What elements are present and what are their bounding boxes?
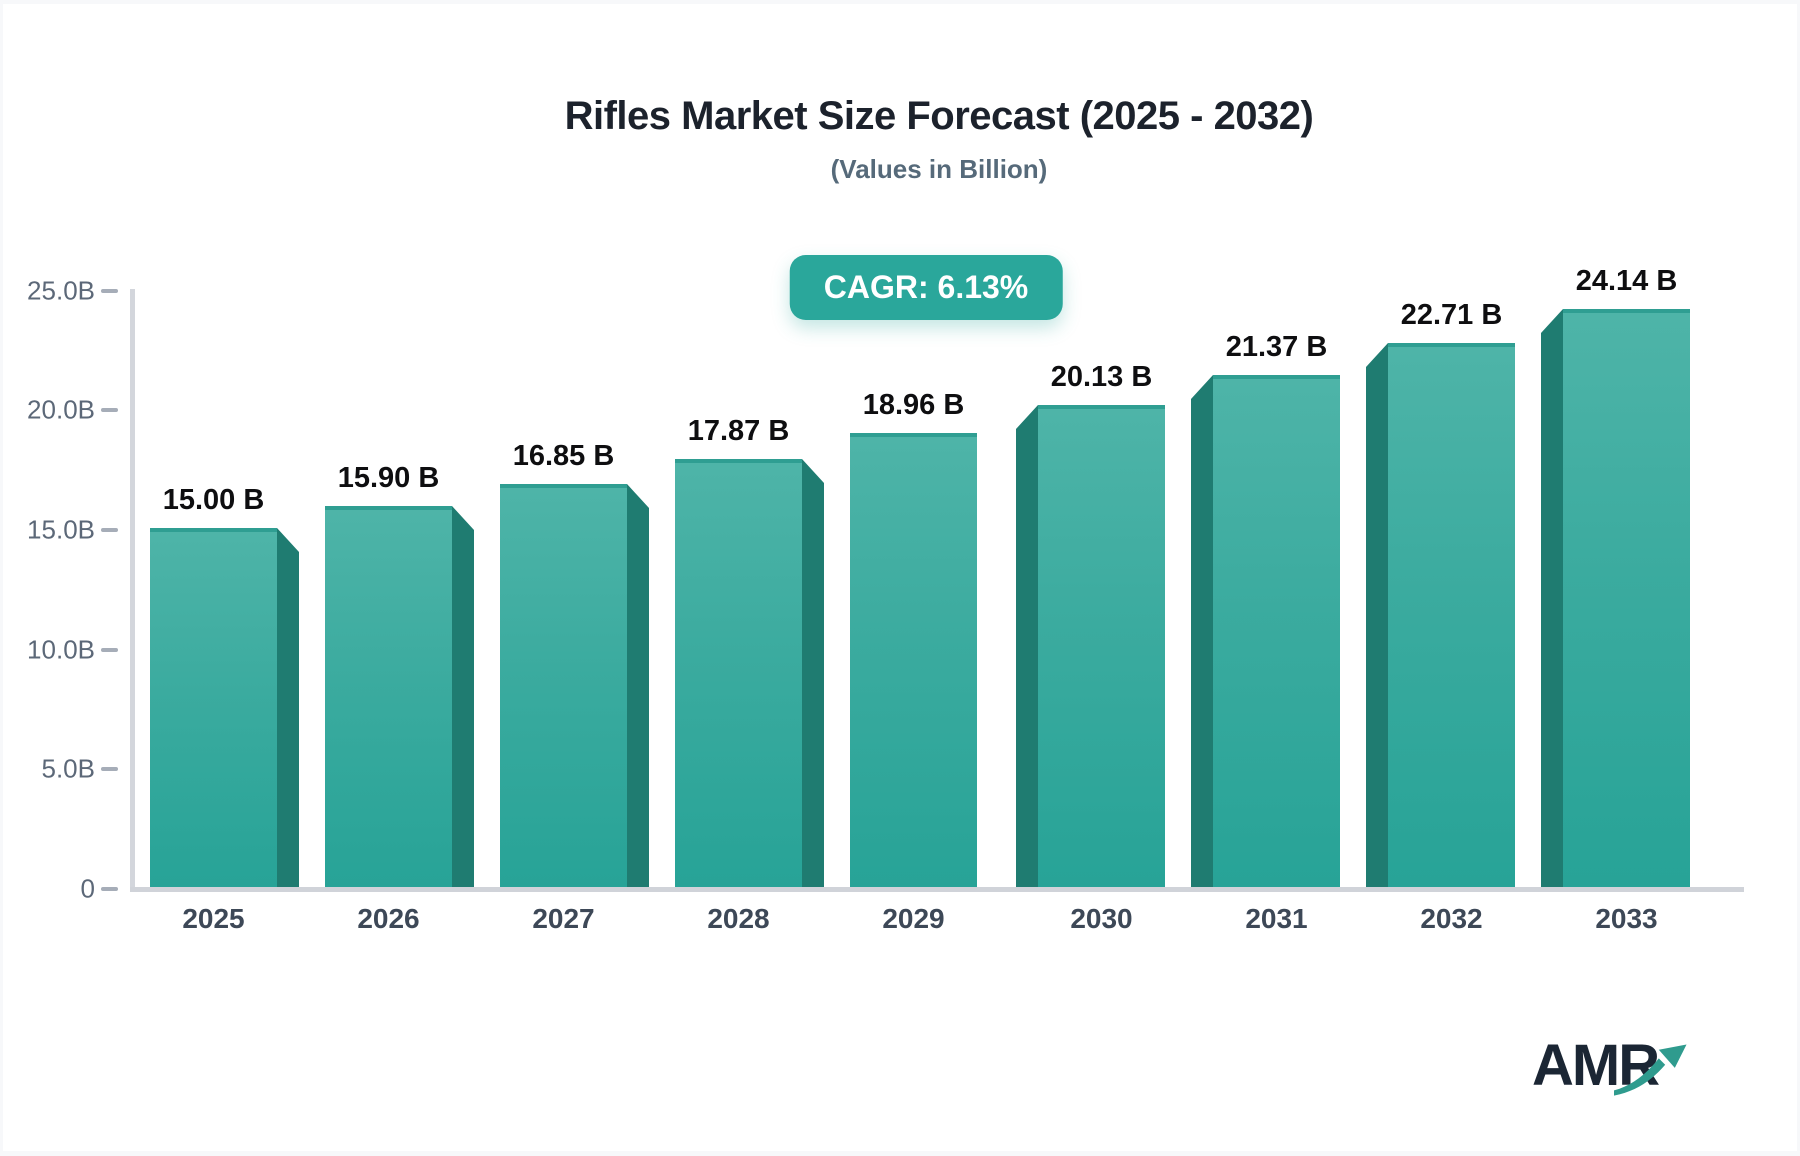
bar-3d-side-2028 bbox=[802, 459, 824, 887]
bar-value-label: 21.37 B bbox=[1225, 331, 1328, 363]
x-axis-category-label: 2032 bbox=[1420, 903, 1483, 934]
bar-value-label: 18.96 B bbox=[862, 389, 965, 421]
bar-value-label: 17.87 B bbox=[687, 415, 790, 447]
bar-value-label: 16.85 B bbox=[512, 440, 615, 472]
amr-logo: AMR bbox=[1532, 1032, 1722, 1112]
x-axis-category-label: 2028 bbox=[707, 903, 770, 934]
x-axis-category-label: 2027 bbox=[532, 903, 595, 934]
x-axis-category-label: 2025 bbox=[182, 903, 245, 934]
x-axis-category-label: 2030 bbox=[1070, 903, 1133, 934]
y-axis-tick-label: 0 bbox=[80, 873, 95, 904]
cagr-badge: CAGR: 6.13% bbox=[789, 255, 1063, 320]
y-axis-tick-mark bbox=[101, 527, 118, 532]
y-axis-line bbox=[130, 289, 135, 892]
y-axis-tick-label: 15.0B bbox=[27, 514, 95, 545]
bar-3d-side-2027 bbox=[627, 484, 649, 887]
bar-2025 bbox=[150, 528, 277, 887]
bar-value-label: 24.14 B bbox=[1575, 265, 1678, 297]
bar-3d-side-2033 bbox=[1541, 309, 1563, 887]
bar-3d-side-2025 bbox=[277, 528, 299, 887]
bar-2028 bbox=[675, 459, 802, 887]
x-axis-category-label: 2033 bbox=[1595, 903, 1658, 934]
chart-title: Rifles Market Size Forecast (2025 - 2032… bbox=[564, 94, 1314, 138]
bar-3d-side-2030 bbox=[1016, 405, 1038, 887]
x-axis-category-label: 2026 bbox=[357, 903, 420, 934]
x-axis-line bbox=[130, 887, 1744, 892]
bar-2030 bbox=[1038, 405, 1165, 887]
y-axis-tick-label: 10.0B bbox=[27, 634, 95, 665]
y-axis-tick-label: 5.0B bbox=[41, 753, 96, 784]
y-axis-tick-mark bbox=[101, 647, 118, 652]
y-axis-tick-label: 20.0B bbox=[27, 394, 95, 425]
y-axis-tick-label: 25.0B bbox=[27, 275, 95, 305]
bar-3d-side-2026 bbox=[452, 506, 474, 887]
bar-2031 bbox=[1213, 375, 1340, 887]
amr-logo-text: AMR bbox=[1532, 1033, 1660, 1098]
bar-2026 bbox=[325, 506, 452, 887]
bar-2033 bbox=[1563, 309, 1690, 887]
bar-3d-side-2031 bbox=[1191, 375, 1213, 887]
y-axis-tick-mark bbox=[101, 288, 118, 293]
bar-3d-side-2032 bbox=[1366, 343, 1388, 887]
growth-arrow-icon bbox=[1614, 1044, 1687, 1096]
x-axis-category-label: 2031 bbox=[1245, 903, 1308, 934]
x-axis-category-label: 2029 bbox=[882, 903, 945, 934]
chart-header: Rifles Market Size Forecast (2025 - 2032… bbox=[133, 92, 1745, 185]
bar-value-label: 15.00 B bbox=[162, 484, 265, 516]
chart-subtitle: (Values in Billion) bbox=[830, 154, 1048, 184]
bar-2032 bbox=[1388, 343, 1515, 887]
bar-value-label: 20.13 B bbox=[1050, 361, 1153, 393]
bar-2029 bbox=[850, 433, 977, 887]
y-axis-tick-mark bbox=[101, 408, 118, 413]
y-axis-tick-mark bbox=[101, 767, 118, 772]
bar-value-label: 15.90 B bbox=[337, 462, 440, 494]
bar-2027 bbox=[500, 484, 627, 887]
y-axis-tick-mark bbox=[101, 887, 118, 891]
bar-value-label: 22.71 B bbox=[1400, 299, 1503, 331]
